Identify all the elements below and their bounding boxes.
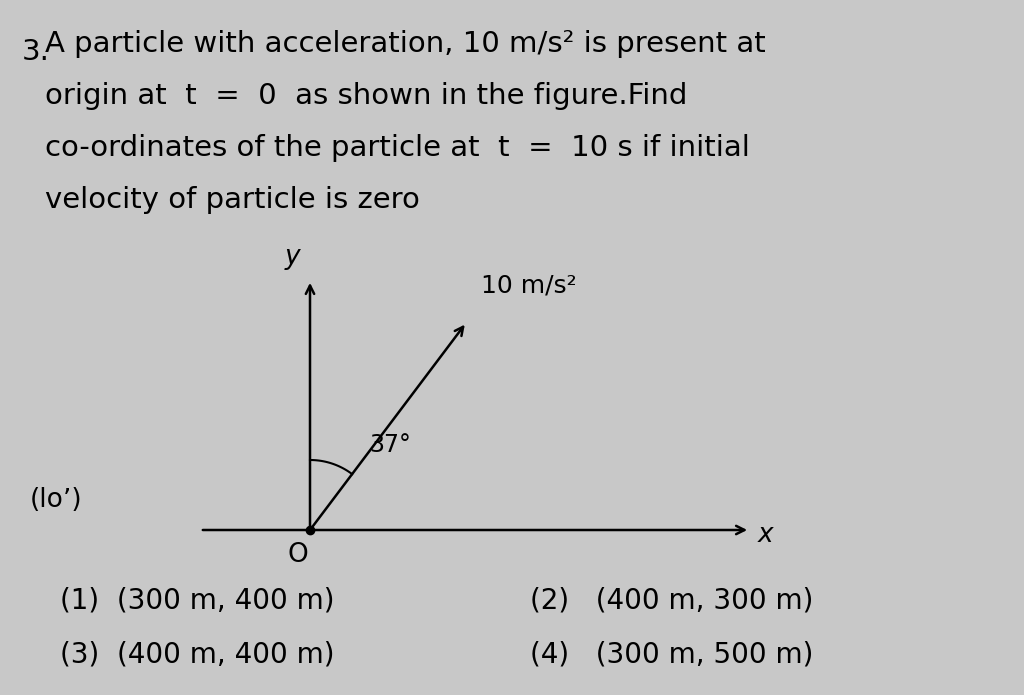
Text: y: y — [285, 244, 300, 270]
Text: A particle with acceleration, 10 m/s² is present at: A particle with acceleration, 10 m/s² is… — [45, 30, 766, 58]
Text: origin at  t  =  0  as shown in the figure.Find: origin at t = 0 as shown in the figure.F… — [45, 82, 687, 110]
Text: x: x — [758, 522, 773, 548]
Text: (3)  (400 m, 400 m): (3) (400 m, 400 m) — [60, 641, 335, 669]
Text: (4)   (300 m, 500 m): (4) (300 m, 500 m) — [530, 641, 813, 669]
Text: (1)  (300 m, 400 m): (1) (300 m, 400 m) — [60, 586, 335, 614]
Text: (2)   (400 m, 300 m): (2) (400 m, 300 m) — [530, 586, 813, 614]
Text: velocity of particle is zero: velocity of particle is zero — [45, 186, 420, 214]
Text: 37°: 37° — [370, 434, 411, 457]
Text: (loʼ): (loʼ) — [30, 487, 83, 513]
Text: O: O — [288, 542, 308, 568]
Text: 10 m/s²: 10 m/s² — [481, 273, 578, 297]
Text: 3.: 3. — [22, 38, 50, 66]
Text: co-ordinates of the particle at  t  =  10 s if initial: co-ordinates of the particle at t = 10 s… — [45, 134, 750, 162]
